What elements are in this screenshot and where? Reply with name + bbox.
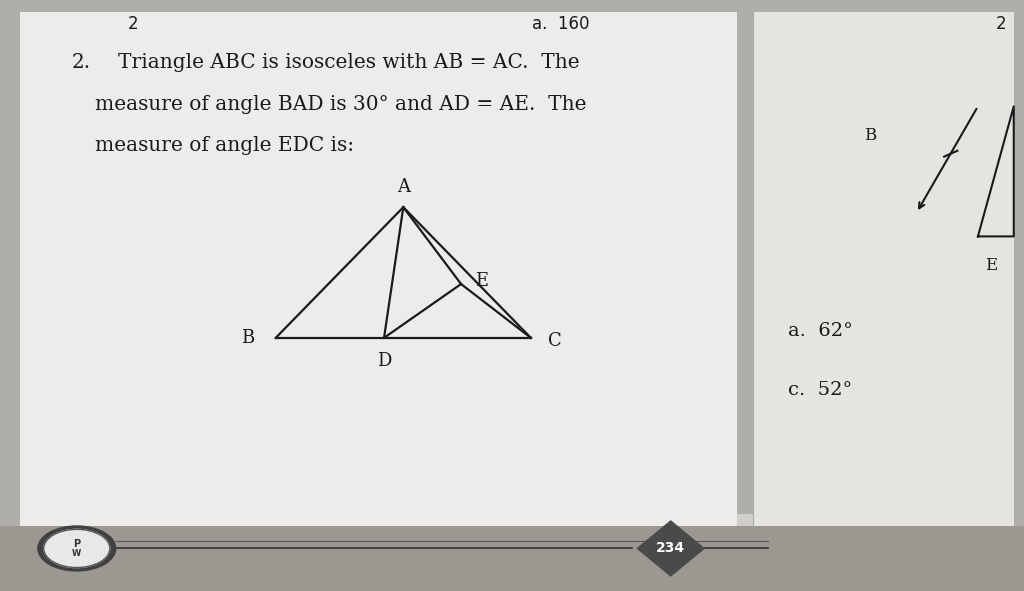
Text: E: E (985, 257, 997, 274)
Text: measure of angle BAD is 30° and AD = AE.  The: measure of angle BAD is 30° and AD = AE.… (95, 95, 587, 113)
Text: 2: 2 (996, 15, 1007, 33)
FancyBboxPatch shape (753, 12, 1014, 526)
Text: A: A (397, 178, 410, 196)
Text: D: D (377, 352, 391, 369)
Text: c.  52°: c. 52° (788, 381, 853, 399)
Text: B: B (241, 329, 254, 347)
FancyBboxPatch shape (0, 526, 1024, 591)
Text: B: B (864, 128, 877, 144)
Text: measure of angle EDC is:: measure of angle EDC is: (95, 136, 354, 155)
Polygon shape (737, 514, 753, 526)
Circle shape (44, 530, 110, 567)
FancyBboxPatch shape (20, 12, 737, 526)
Text: E: E (475, 272, 488, 290)
Polygon shape (636, 520, 706, 577)
Text: 2: 2 (128, 15, 138, 33)
Text: Triangle ABC is isosceles with AB = AC.  The: Triangle ABC is isosceles with AB = AC. … (118, 53, 580, 72)
Text: 234: 234 (656, 541, 685, 556)
Text: P: P (74, 538, 80, 548)
Circle shape (38, 526, 116, 571)
Text: a.  62°: a. 62° (788, 322, 853, 340)
Text: 2.: 2. (72, 53, 91, 72)
Text: C: C (548, 332, 561, 350)
Text: W: W (72, 549, 82, 558)
Text: a.  160: a. 160 (532, 15, 590, 33)
